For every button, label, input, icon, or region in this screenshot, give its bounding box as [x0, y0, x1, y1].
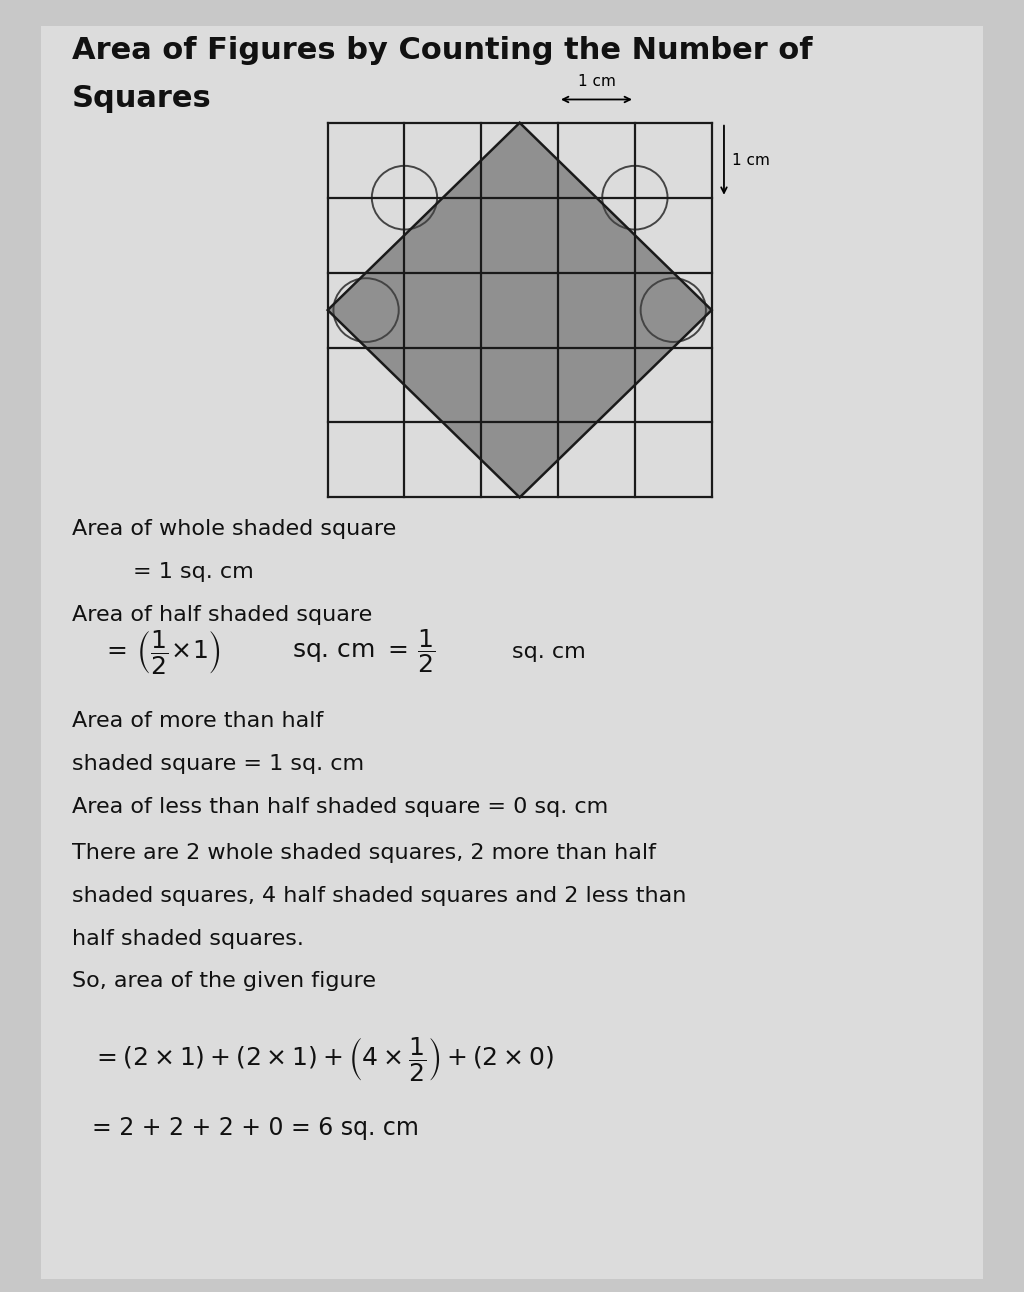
Text: half shaded squares.: half shaded squares.: [72, 929, 303, 948]
Text: So, area of the given figure: So, area of the given figure: [72, 972, 376, 991]
Text: shaded square = 1 sq. cm: shaded square = 1 sq. cm: [72, 755, 364, 774]
Text: shaded squares, 4 half shaded squares and 2 less than: shaded squares, 4 half shaded squares an…: [72, 886, 686, 906]
Text: 1 cm: 1 cm: [578, 74, 615, 89]
Text: Area of less than half shaded square = 0 sq. cm: Area of less than half shaded square = 0…: [72, 797, 608, 817]
FancyBboxPatch shape: [41, 26, 983, 1279]
Text: Area of whole shaded square: Area of whole shaded square: [72, 519, 396, 539]
Text: Area of half shaded square: Area of half shaded square: [72, 605, 372, 624]
Text: sq. cm: sq. cm: [512, 642, 586, 662]
Text: = 1 sq. cm: = 1 sq. cm: [133, 562, 254, 581]
Text: There are 2 whole shaded squares, 2 more than half: There are 2 whole shaded squares, 2 more…: [72, 844, 655, 863]
Text: sq. cm $=\,\dfrac{1}{2}$: sq. cm $=\,\dfrac{1}{2}$: [292, 628, 435, 676]
Text: Area of more than half: Area of more than half: [72, 711, 323, 731]
Text: $= (2\times 1) + (2\times 1) + \left(4\times \dfrac{1}{2}\right) + (2\times 0)$: $= (2\times 1) + (2\times 1) + \left(4\t…: [92, 1035, 554, 1083]
Text: Squares: Squares: [72, 84, 211, 112]
Text: $=\,\left(\dfrac{1}{2}\!\times\!1\right)$: $=\,\left(\dfrac{1}{2}\!\times\!1\right)…: [102, 628, 221, 676]
Text: 1 cm: 1 cm: [732, 152, 770, 168]
Text: Area of Figures by Counting the Number of: Area of Figures by Counting the Number o…: [72, 36, 812, 65]
Polygon shape: [328, 123, 712, 497]
Text: = 2 + 2 + 2 + 0 = 6 sq. cm: = 2 + 2 + 2 + 0 = 6 sq. cm: [92, 1116, 419, 1141]
